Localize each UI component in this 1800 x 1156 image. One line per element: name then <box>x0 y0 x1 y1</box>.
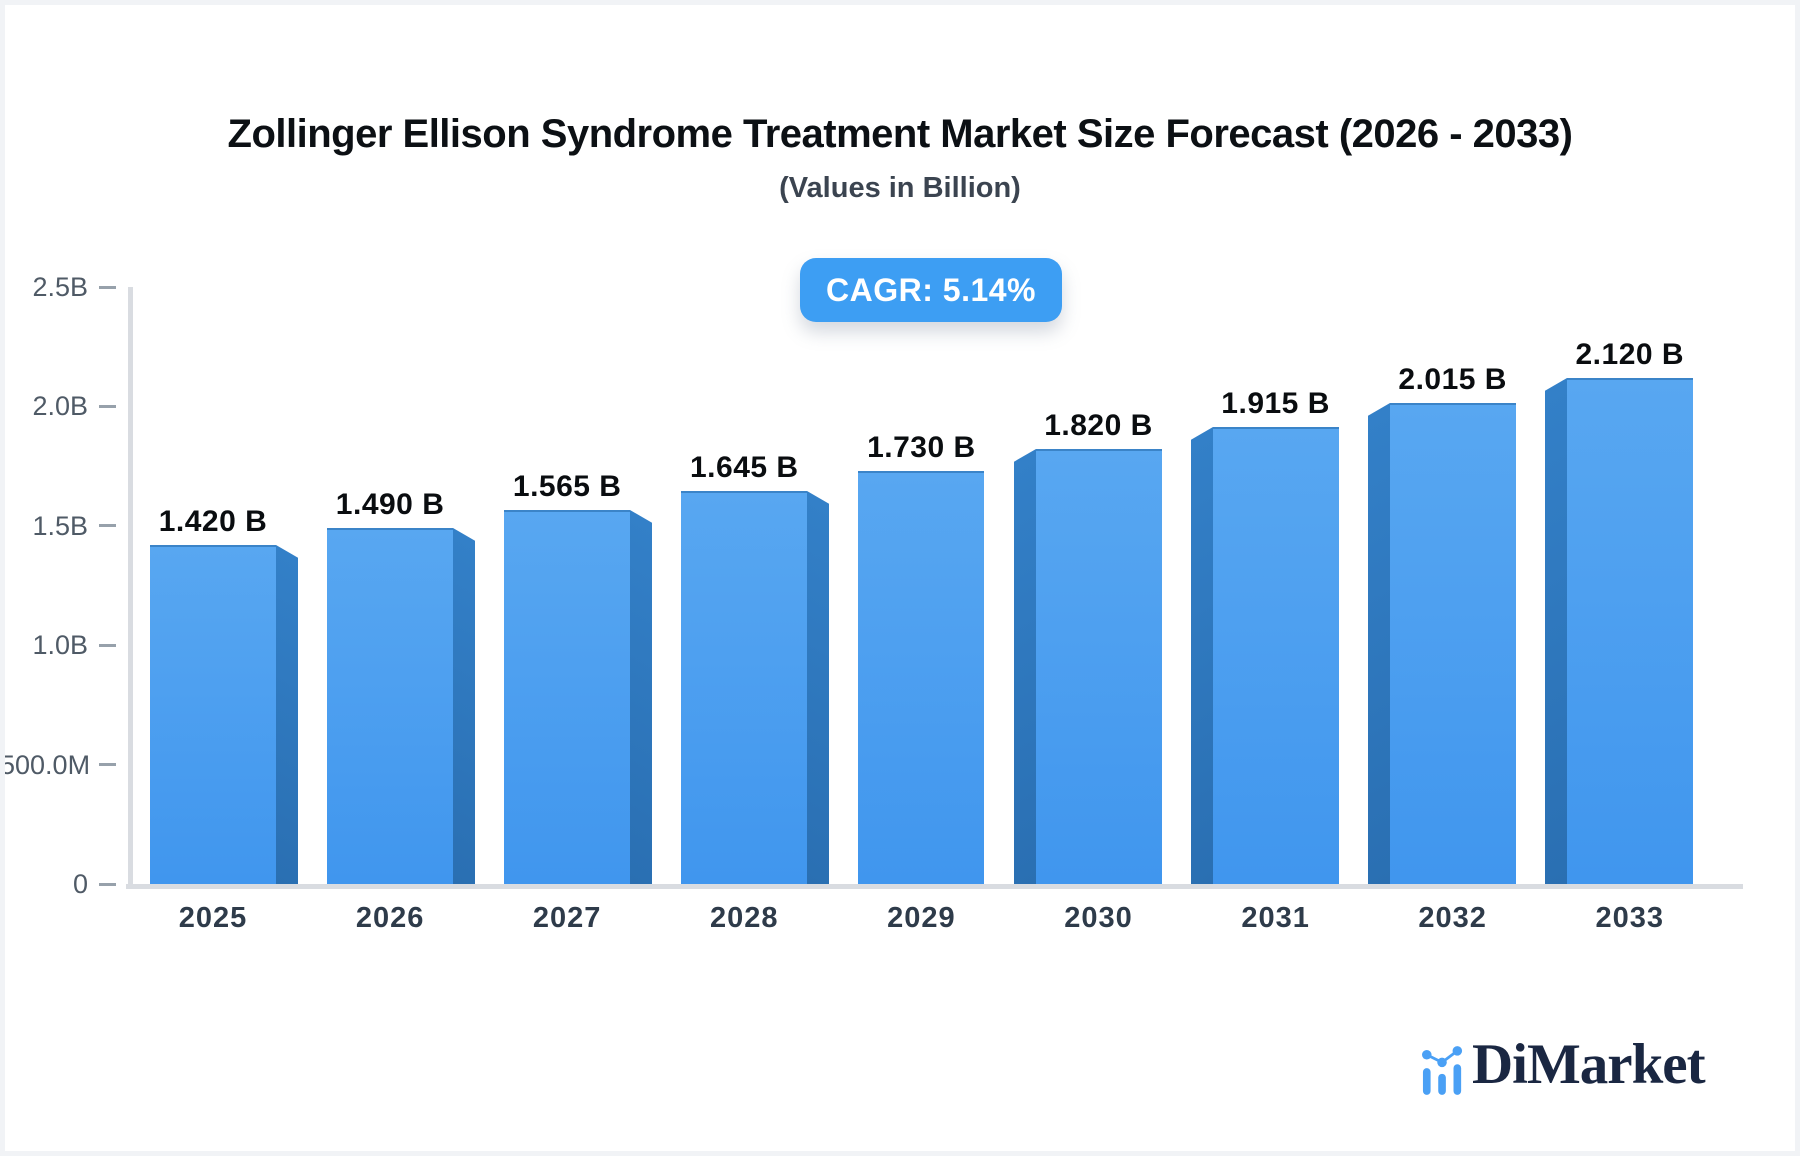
y-tick-label: 0 <box>72 869 88 899</box>
x-axis-label-2028: 2028 <box>710 902 779 934</box>
x-axis-label-2026: 2026 <box>355 902 425 934</box>
bar-value-label-2027: 1.565 B <box>512 470 622 504</box>
y-tick-label: 1.0B <box>32 630 88 661</box>
bar-3d-side-2030 <box>1013 449 1036 884</box>
chart-subtitle: (Values in Billion) <box>779 172 1021 204</box>
x-axis-label-2032: 2032 <box>1418 902 1487 934</box>
bar-3d-side-2033 <box>1544 377 1567 884</box>
bar-value-label-2033: 2.120 B <box>1575 337 1685 371</box>
bar-2033 <box>1566 377 1693 884</box>
bar-value-label-2026: 1.490 B <box>335 488 445 522</box>
y-tick-mark <box>99 285 116 289</box>
bar-2030 <box>1035 449 1162 884</box>
cagr-badge-label: CAGR: 5.14% <box>826 271 1036 308</box>
bar-2028 <box>681 491 808 884</box>
x-axis-line <box>126 884 1743 889</box>
bar-2026 <box>327 528 454 884</box>
mini-bar-chart-icon <box>1422 1046 1463 1095</box>
bar-3d-side-2025 <box>276 544 298 884</box>
dimarket-logo-text: DiMarket <box>1472 1033 1706 1096</box>
bar-value-label-2029: 1.730 B <box>867 430 976 464</box>
bar-2025 <box>150 544 276 884</box>
bar-value-label-2028: 1.645 B <box>690 451 799 485</box>
x-axis-label-2030: 2030 <box>1064 902 1133 934</box>
y-tick-mark <box>99 524 116 528</box>
bar-3d-side-2032 <box>1367 402 1390 884</box>
x-axis-label-2025: 2025 <box>178 902 248 934</box>
cagr-badge: CAGR: 5.14% <box>800 258 1062 322</box>
y-tick-label: 2.5B <box>32 272 88 302</box>
bar-value-label-2031: 1.915 B <box>1221 386 1330 420</box>
bar-chart-plot-area <box>0 287 1800 884</box>
chart-title: Zollinger Ellison Syndrome Treatment Mar… <box>227 112 1573 156</box>
y-tick-label: 1.5B <box>32 510 88 541</box>
y-tick-label: 2.0B <box>32 391 88 422</box>
bar-value-label-2032: 2.015 B <box>1398 362 1507 396</box>
y-tick-mark <box>99 882 116 886</box>
y-axis-line <box>128 287 133 889</box>
x-axis-label-2031: 2031 <box>1241 902 1310 934</box>
bar-3d-side-2028 <box>807 491 830 884</box>
bar-2032 <box>1389 402 1516 884</box>
bar-2029 <box>858 470 985 884</box>
bar-3d-side-2031 <box>1190 426 1213 884</box>
y-tick-mark <box>99 643 116 647</box>
y-tick-mark <box>99 763 116 767</box>
x-axis-label-2033: 2033 <box>1595 902 1665 934</box>
bar-3d-side-2026 <box>453 528 476 884</box>
bar-2027 <box>504 510 631 884</box>
bar-value-label-2025: 1.420 B <box>158 504 268 538</box>
bar-2031 <box>1212 426 1339 884</box>
bar-3d-side-2027 <box>630 510 653 884</box>
y-tick-mark <box>99 404 116 408</box>
bar-value-label-2030: 1.820 B <box>1044 409 1153 443</box>
x-axis-label-2027: 2027 <box>532 902 602 934</box>
y-tick-label: 500.0M <box>0 749 91 780</box>
x-axis-label-2029: 2029 <box>887 902 956 934</box>
